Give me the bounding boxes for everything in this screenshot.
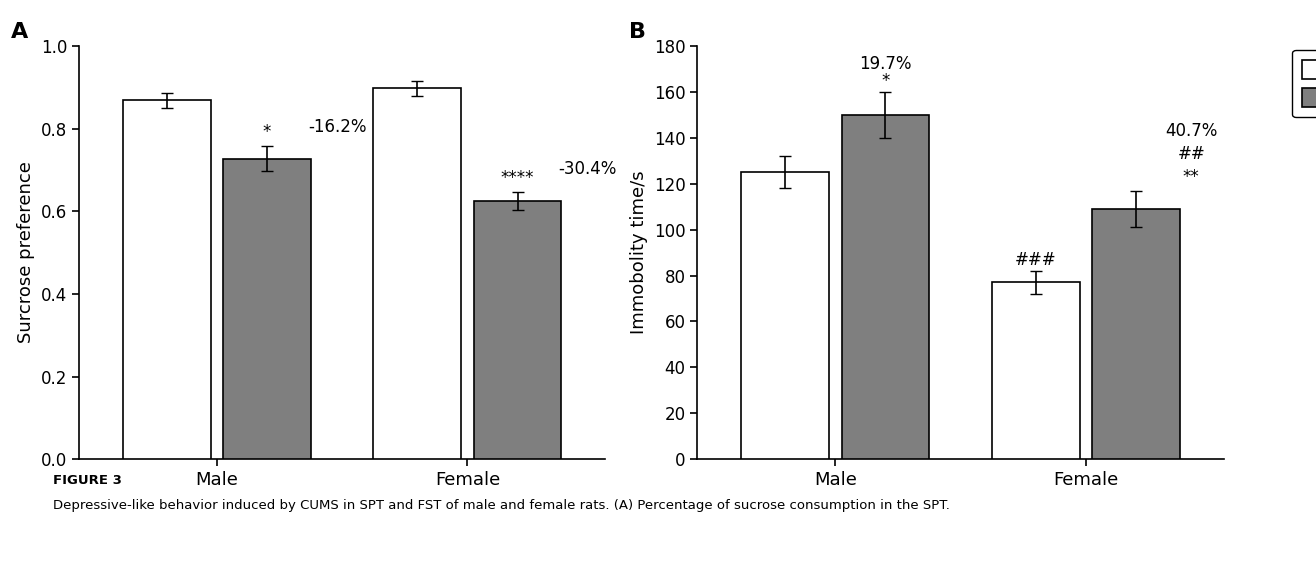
Text: -30.4%: -30.4% xyxy=(558,160,617,178)
Y-axis label: Surcrose preference: Surcrose preference xyxy=(17,162,36,343)
Text: 40.7%: 40.7% xyxy=(1165,122,1217,140)
Text: 19.7%: 19.7% xyxy=(859,56,912,73)
Bar xyxy=(474,201,562,459)
Text: ###: ### xyxy=(1015,251,1057,269)
Bar xyxy=(741,172,829,459)
Text: FIGURE 3: FIGURE 3 xyxy=(53,474,121,487)
Text: ****: **** xyxy=(501,169,534,187)
Text: ##: ## xyxy=(1178,145,1205,163)
Y-axis label: Immobolity time/s: Immobolity time/s xyxy=(630,170,649,335)
Bar xyxy=(374,88,461,459)
Bar xyxy=(1092,209,1180,459)
Text: Depressive-like behavior induced by CUMS in SPT and FST of male and female rats.: Depressive-like behavior induced by CUMS… xyxy=(53,499,950,513)
Legend: Control, CUMS: Control, CUMS xyxy=(1292,50,1316,117)
Bar xyxy=(122,100,211,459)
Text: **: ** xyxy=(1183,168,1200,186)
Text: A: A xyxy=(11,22,28,42)
Text: *: * xyxy=(882,72,890,90)
Bar xyxy=(224,159,311,459)
Text: *: * xyxy=(263,123,271,141)
Text: B: B xyxy=(629,22,646,42)
Bar xyxy=(992,282,1079,459)
Bar xyxy=(842,115,929,459)
Text: -16.2%: -16.2% xyxy=(308,118,366,136)
